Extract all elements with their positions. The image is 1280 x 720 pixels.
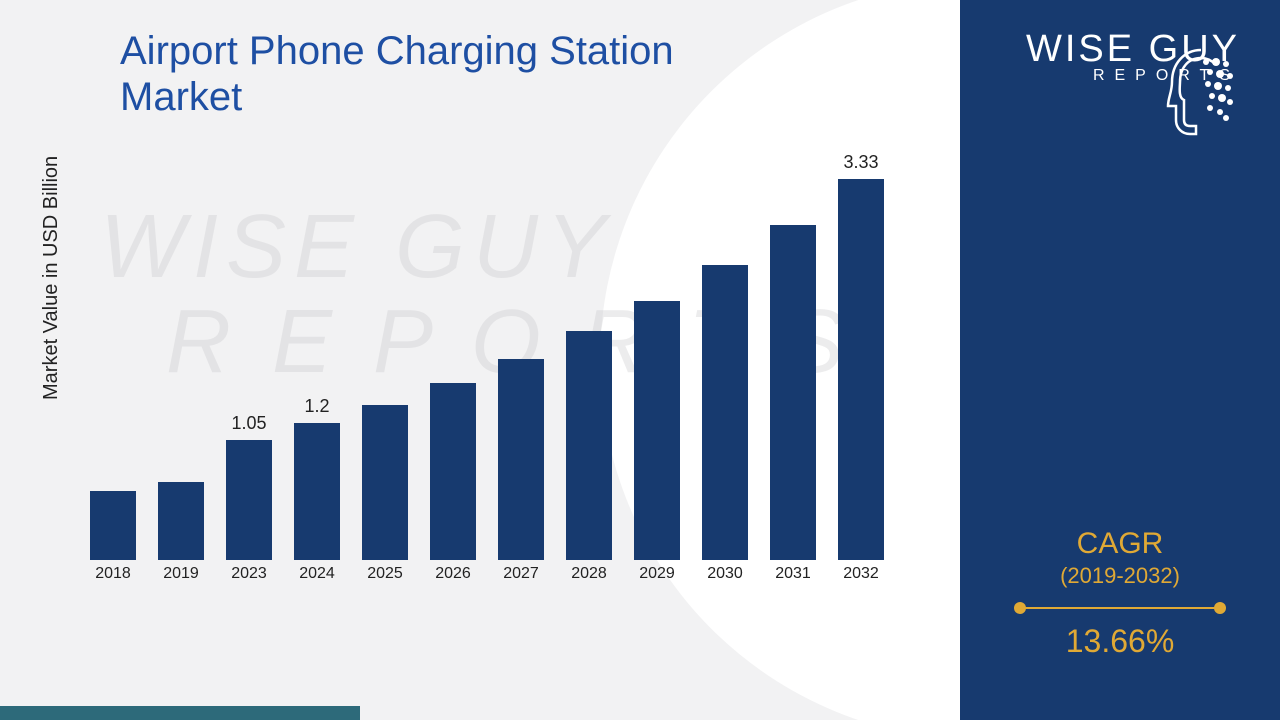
x-category: 2031 bbox=[763, 565, 823, 583]
x-category: 2026 bbox=[423, 565, 483, 583]
brand-head-icon bbox=[1166, 48, 1236, 138]
bar bbox=[498, 359, 544, 560]
x-category: 2018 bbox=[83, 565, 143, 583]
bar bbox=[770, 225, 816, 560]
bar bbox=[90, 491, 136, 560]
bar bbox=[226, 440, 272, 560]
x-category: 2019 bbox=[151, 565, 211, 583]
x-category: 2025 bbox=[355, 565, 415, 583]
bar bbox=[158, 482, 204, 560]
bar bbox=[294, 423, 340, 560]
brand-logo: WISE GUY REPORTS bbox=[1026, 28, 1240, 85]
bottom-accent-bar bbox=[0, 706, 360, 720]
bar bbox=[634, 301, 680, 560]
cagr-value: 13.66% bbox=[1000, 623, 1240, 660]
x-category: 2030 bbox=[695, 565, 755, 583]
x-category: 2023 bbox=[219, 565, 279, 583]
cagr-title: CAGR bbox=[1000, 527, 1240, 561]
cagr-block: CAGR (2019-2032) 13.66% bbox=[1000, 527, 1240, 660]
page-root: WISE GUY REPORTS Airport Phone Charging … bbox=[0, 0, 1280, 720]
chart-title: Airport Phone Charging Station Market bbox=[120, 28, 760, 120]
x-category: 2029 bbox=[627, 565, 687, 583]
y-axis-label: Market Value in USD Billion bbox=[40, 156, 63, 400]
bar bbox=[430, 383, 476, 560]
x-category: 2028 bbox=[559, 565, 619, 583]
bar-chart: 1.051.23.33 2018201920232024202520262027… bbox=[90, 160, 910, 600]
bar-value-label: 3.33 bbox=[831, 152, 891, 173]
x-category: 2024 bbox=[287, 565, 347, 583]
x-category: 2032 bbox=[831, 565, 891, 583]
bar-value-label: 1.05 bbox=[219, 413, 279, 434]
cagr-divider bbox=[1020, 607, 1220, 609]
bar-value-label: 1.2 bbox=[287, 396, 347, 417]
bar bbox=[838, 179, 884, 560]
plot-region: 1.051.23.33 bbox=[90, 160, 910, 560]
bar bbox=[702, 265, 748, 560]
cagr-range: (2019-2032) bbox=[1000, 563, 1240, 589]
bar bbox=[566, 331, 612, 560]
x-category: 2027 bbox=[491, 565, 551, 583]
bar bbox=[362, 405, 408, 560]
